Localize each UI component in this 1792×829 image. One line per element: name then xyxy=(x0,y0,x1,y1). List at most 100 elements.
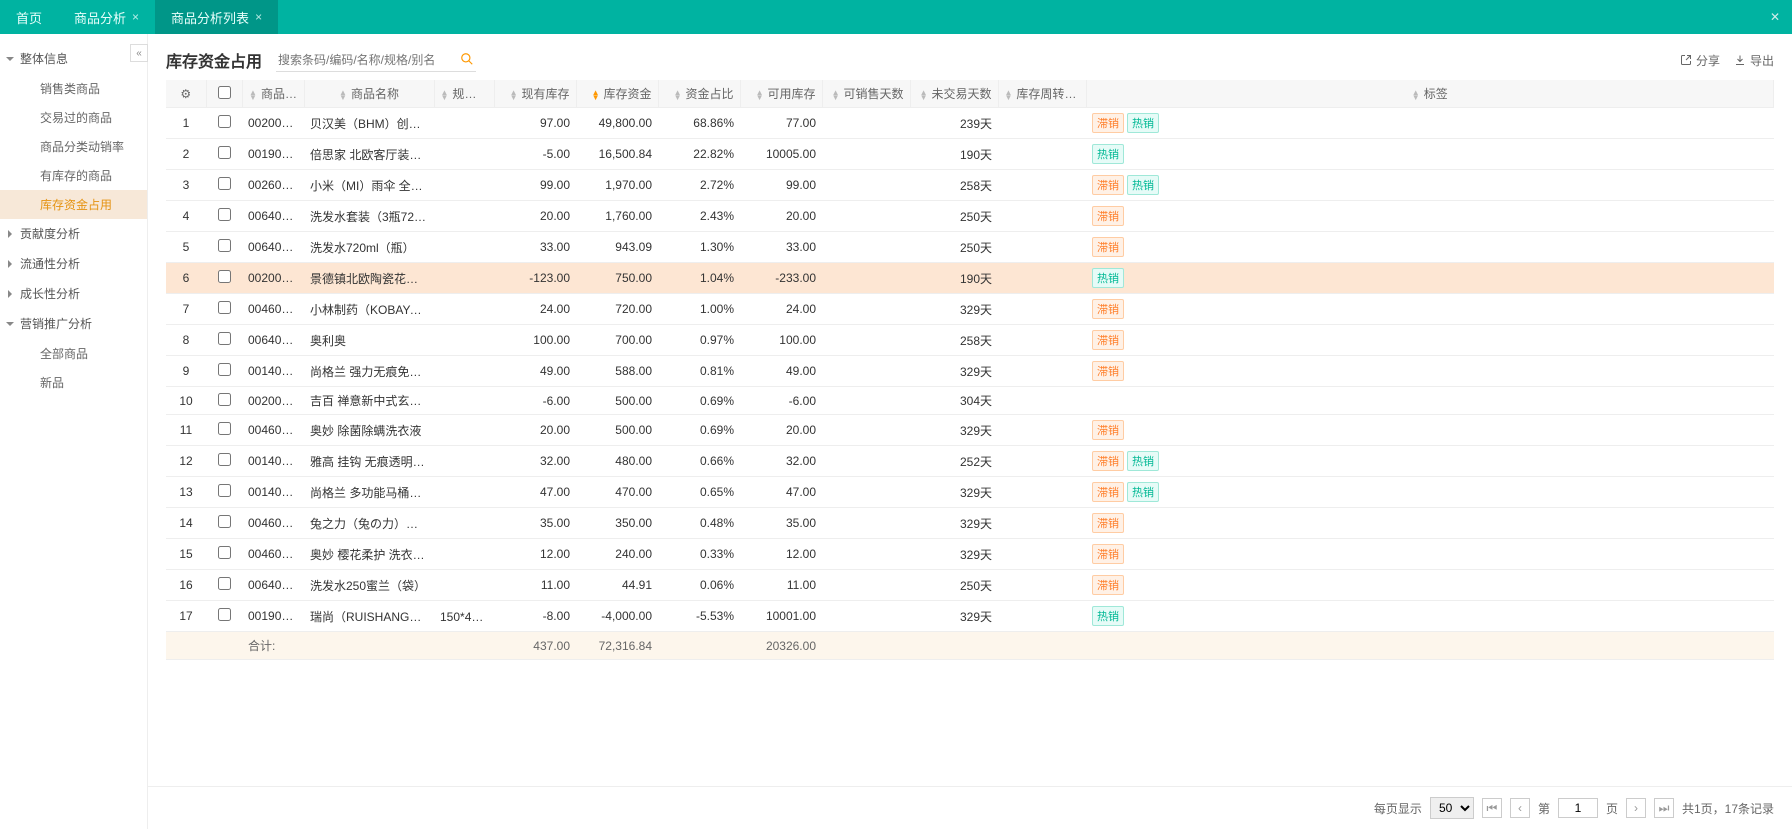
sidebar-item-有库存的商品[interactable]: 有库存的商品 xyxy=(0,161,147,190)
tag: 热销 xyxy=(1127,451,1159,471)
tag: 热销 xyxy=(1092,268,1124,288)
tag: 滞销 xyxy=(1092,237,1124,257)
row-checkbox[interactable] xyxy=(218,363,231,376)
share-button[interactable]: 分享 xyxy=(1680,52,1720,69)
col-fund[interactable]: ▲▼库存资金 xyxy=(576,80,658,108)
sidebar-item-新品[interactable]: 新品 xyxy=(0,368,147,397)
col-saleDays[interactable]: ▲▼可销售天数 xyxy=(822,80,910,108)
page-title: 库存资金占用 xyxy=(166,48,262,72)
page-post-label: 页 xyxy=(1606,800,1618,817)
row-checkbox[interactable] xyxy=(218,608,231,621)
sidebar-item-交易过的商品[interactable]: 交易过的商品 xyxy=(0,103,147,132)
sidebar-group-贡献度分析[interactable]: 贡献度分析 xyxy=(0,219,147,249)
table-row[interactable]: 2001900...倍思家 北欧客厅装饰画卧室-5.0016,500.8422.… xyxy=(166,139,1774,170)
gear-icon[interactable]: ⚙ xyxy=(180,87,191,101)
tag: 滞销 xyxy=(1092,544,1124,564)
row-checkbox[interactable] xyxy=(218,301,231,314)
table-row[interactable]: 15004600...奥妙 樱花柔护 洗衣凝珠 1012.00240.000.3… xyxy=(166,539,1774,570)
pagination: 每页显示 50 ⏮ ‹ 第 页 › ⏭ 共1页，17条记录 xyxy=(148,786,1792,829)
row-checkbox[interactable] xyxy=(218,270,231,283)
row-checkbox[interactable] xyxy=(218,515,231,528)
search-icon[interactable] xyxy=(460,52,474,69)
page-pre-label: 第 xyxy=(1538,800,1550,817)
export-button[interactable]: 导出 xyxy=(1734,52,1774,69)
table-row[interactable]: 9001400...尚格兰 强力无痕免打孔浴室49.00588.000.81%4… xyxy=(166,356,1774,387)
col-noTrade[interactable]: ▲▼未交易天数 xyxy=(910,80,998,108)
page-summary: 共1页，17条记录 xyxy=(1682,800,1774,817)
sidebar-item-商品分类动销率[interactable]: 商品分类动销率 xyxy=(0,132,147,161)
table-row[interactable]: 13001400...尚格兰 多功能马桶刷套装 月47.00470.000.65… xyxy=(166,477,1774,508)
table-row[interactable]: 14004600...兔之力（兔の力）粘毛器粘35.00350.000.48%3… xyxy=(166,508,1774,539)
col-name[interactable]: ▲▼商品名称 xyxy=(304,80,434,108)
tag: 滞销 xyxy=(1092,175,1124,195)
tag: 滞销 xyxy=(1092,482,1124,502)
table-row[interactable]: 11004600...奥妙 除菌除螨洗衣液20.00500.000.69%20.… xyxy=(166,415,1774,446)
table-row[interactable]: 16006400...洗发水250蜜兰（袋）11.0044.910.06%11.… xyxy=(166,570,1774,601)
tag: 滞销 xyxy=(1092,206,1124,226)
tag: 滞销 xyxy=(1092,513,1124,533)
sidebar-group-营销推广分析[interactable]: 营销推广分析 xyxy=(0,309,147,339)
table-row[interactable]: 3002600...小米（MI）雨伞 全自动折叠99.001,970.002.7… xyxy=(166,170,1774,201)
row-checkbox[interactable] xyxy=(218,332,231,345)
tag: 滞销 xyxy=(1092,420,1124,440)
search-input[interactable] xyxy=(276,49,476,72)
col-ratio[interactable]: ▲▼资金占比 xyxy=(658,80,740,108)
row-checkbox[interactable] xyxy=(218,239,231,252)
row-checkbox[interactable] xyxy=(218,484,231,497)
row-checkbox[interactable] xyxy=(218,546,231,559)
col-code[interactable]: ▲▼商品… xyxy=(242,80,304,108)
sidebar-group-成长性分析[interactable]: 成长性分析 xyxy=(0,279,147,309)
row-checkbox[interactable] xyxy=(218,577,231,590)
sidebar-group-流通性分析[interactable]: 流通性分析 xyxy=(0,249,147,279)
tag: 热销 xyxy=(1092,144,1124,164)
tab-商品分析列表[interactable]: 商品分析列表× xyxy=(155,0,278,34)
col-spec[interactable]: ▲▼规格型号 xyxy=(434,80,494,108)
table-row[interactable]: 8006400...奥利奥100.00700.000.97%100.00258天… xyxy=(166,325,1774,356)
table-row[interactable]: 6002000...景德镇北欧陶瓷花瓶摆件 优-123.00750.001.04… xyxy=(166,263,1774,294)
select-all-checkbox[interactable] xyxy=(218,86,231,99)
per-page-select[interactable]: 50 xyxy=(1430,797,1474,819)
close-all-icon[interactable]: ✕ xyxy=(1758,0,1792,34)
table-row[interactable]: 17001900...瑞尚（RUISHANG）卧室沙150*40厘米-8.00-… xyxy=(166,601,1774,632)
row-checkbox[interactable] xyxy=(218,208,231,221)
close-icon[interactable]: × xyxy=(255,10,262,24)
table-row[interactable]: 1002000...贝汉美（BHM）创意北欧风97.0049,800.0068.… xyxy=(166,108,1774,139)
tag: 热销 xyxy=(1127,175,1159,195)
tab-商品分析[interactable]: 商品分析× xyxy=(58,0,155,34)
sidebar-item-库存资金占用[interactable]: 库存资金占用 xyxy=(0,190,147,219)
row-checkbox[interactable] xyxy=(218,453,231,466)
tab-首页[interactable]: 首页 xyxy=(0,0,58,34)
col-turnDays[interactable]: ▲▼库存周转天数 xyxy=(998,80,1086,108)
col-avail[interactable]: ▲▼可用库存 xyxy=(740,80,822,108)
table-row[interactable]: 5006400...洗发水720ml（瓶）33.00943.091.30%33.… xyxy=(166,232,1774,263)
page-last-button[interactable]: ⏭ xyxy=(1654,798,1674,818)
sidebar-group-整体信息[interactable]: 整体信息 xyxy=(0,44,147,74)
page-prev-button[interactable]: ‹ xyxy=(1510,798,1530,818)
close-icon[interactable]: × xyxy=(132,10,139,24)
row-checkbox[interactable] xyxy=(218,177,231,190)
col-gear: ⚙ xyxy=(166,80,206,108)
table-row[interactable]: 7004600...小林制药（KOBAYASHI）日24.00720.001.0… xyxy=(166,294,1774,325)
table-row[interactable]: 4006400...洗发水套装（3瓶720ml+1）20.001,760.002… xyxy=(166,201,1774,232)
tag: 滞销 xyxy=(1092,330,1124,350)
top-tab-bar: 首页商品分析×商品分析列表× ✕ xyxy=(0,0,1792,34)
col-stock[interactable]: ▲▼现有库存 xyxy=(494,80,576,108)
tag: 滞销 xyxy=(1092,451,1124,471)
table-row[interactable]: 10002000...吉百 禅意新中式玄关摆件客-6.00500.000.69%… xyxy=(166,387,1774,415)
tag: 滞销 xyxy=(1092,361,1124,381)
table-row[interactable]: 12001400...雅高 挂钩 无痕透明粘钩 强32.00480.000.66… xyxy=(166,446,1774,477)
sidebar-item-销售类商品[interactable]: 销售类商品 xyxy=(0,74,147,103)
tag: 热销 xyxy=(1092,606,1124,626)
sidebar-item-全部商品[interactable]: 全部商品 xyxy=(0,339,147,368)
page-next-button[interactable]: › xyxy=(1626,798,1646,818)
export-label: 导出 xyxy=(1750,52,1774,69)
row-checkbox[interactable] xyxy=(218,393,231,406)
row-checkbox[interactable] xyxy=(218,422,231,435)
col-tags[interactable]: ▲▼标签 xyxy=(1086,80,1774,108)
page-first-button[interactable]: ⏮ xyxy=(1482,798,1502,818)
page-input[interactable] xyxy=(1558,798,1598,818)
tag: 滞销 xyxy=(1092,299,1124,319)
sidebar: « 整体信息销售类商品交易过的商品商品分类动销率有库存的商品库存资金占用贡献度分… xyxy=(0,34,148,829)
row-checkbox[interactable] xyxy=(218,115,231,128)
row-checkbox[interactable] xyxy=(218,146,231,159)
